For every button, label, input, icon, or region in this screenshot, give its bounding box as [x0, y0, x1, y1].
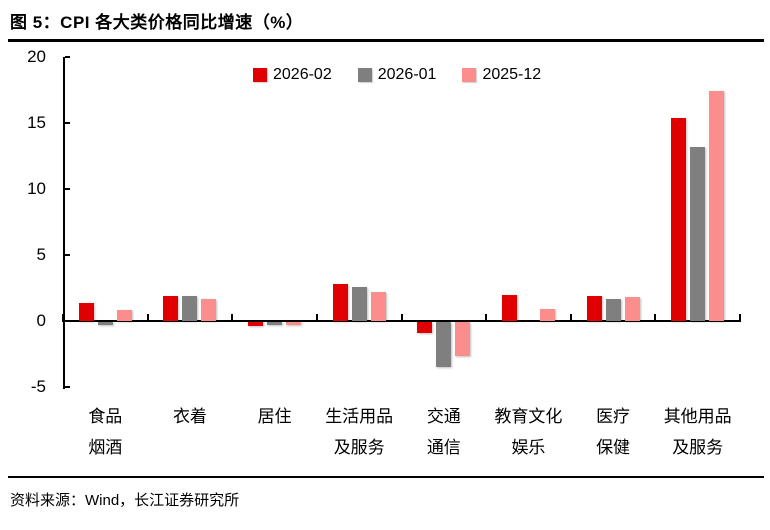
x-axis-label-line: 教育文化: [494, 407, 563, 426]
y-axis-tick-mark: [65, 188, 70, 190]
bar-2025-12-衣着: [201, 298, 217, 321]
x-axis-label-line: 保健: [596, 438, 631, 457]
category-tick-mark: [485, 314, 488, 322]
x-axis-label-line: 医疗: [596, 407, 631, 426]
legend-label: 2026-01: [377, 66, 437, 83]
footer-divider: [8, 476, 764, 478]
y-axis-tick-label: 0: [36, 311, 46, 330]
y-axis-tick-label: 20: [27, 47, 46, 66]
data-source-note: 资料来源：Wind，长江证券研究所: [10, 492, 240, 509]
bar-2025-12-交通通信: [455, 322, 471, 357]
category-tick-mark: [654, 314, 657, 322]
bar-2025-12-教育文化娱乐: [539, 309, 555, 321]
bar-2025-12-食品烟酒: [116, 310, 132, 321]
bar-2025-12-其他用品及服务: [709, 91, 725, 321]
x-axis-label-line: 烟酒: [88, 438, 123, 457]
x-axis-label-line: 交通: [426, 407, 461, 426]
x-axis-category-label: 生活用品 及服务: [317, 401, 402, 463]
bar-2026-01-衣着: [182, 295, 198, 321]
y-axis-tick-label: -5: [30, 377, 46, 396]
legend-item-2025-12: 2025-12: [462, 66, 541, 84]
bar-2026-02-食品烟酒: [78, 302, 94, 321]
chart-legend: 2026-02 2026-01 2025-12: [253, 66, 541, 84]
x-axis-category-label: 居住: [232, 401, 317, 432]
y-axis-tick-label: 10: [27, 179, 46, 198]
x-axis-label-line: 及服务: [333, 438, 385, 457]
y-axis-tick-mark: [65, 254, 70, 256]
x-axis-category-label: 教育文化 娱乐: [486, 401, 571, 463]
legend-item-2026-01: 2026-01: [357, 66, 437, 84]
cpi-bar-chart: 2026-02 2026-01 2025-12 20 15 10 5 0 -5 食品烟酒 衣着 居住…: [27, 47, 741, 463]
x-axis-category-label: 其他用品 及服务: [655, 401, 740, 463]
x-axis-category-label: 交通 通信: [402, 401, 487, 463]
legend-swatch-icon: [462, 68, 477, 82]
category-tick-mark: [315, 314, 318, 322]
y-axis-line: [63, 57, 65, 389]
bar-2026-02-医疗保健: [586, 295, 602, 321]
y-axis-tick-label: 15: [27, 113, 46, 132]
category-tick-mark: [400, 314, 403, 322]
bar-2026-02-教育文化娱乐: [501, 294, 517, 321]
bar-2026-02-交通通信: [417, 322, 433, 333]
bar-2026-02-生活用品及服务: [332, 284, 348, 321]
y-axis-tick-label: 5: [36, 245, 46, 264]
bar-2026-02-其他用品及服务: [671, 117, 687, 321]
legend-swatch-icon: [357, 68, 372, 82]
y-axis-tick-mark: [65, 56, 70, 58]
x-axis-category-label: 食品 烟酒: [63, 401, 148, 463]
x-axis-label-line: 生活用品: [325, 407, 394, 426]
bar-2026-01-食品烟酒: [97, 322, 113, 325]
category-tick-mark: [62, 314, 64, 322]
legend-label: 2025-12: [482, 66, 542, 83]
category-tick-mark: [146, 314, 149, 322]
category-tick-mark: [739, 314, 741, 322]
x-axis-label-line: 食品: [88, 407, 123, 426]
x-axis-label-line: 其他用品: [663, 407, 732, 426]
x-axis-category-label: 衣着: [148, 401, 233, 432]
y-axis-tick-mark: [65, 386, 70, 388]
bar-2026-01-其他用品及服务: [690, 146, 706, 321]
x-axis-label-line: 居住: [257, 407, 292, 426]
bar-2025-12-生活用品及服务: [370, 291, 386, 321]
bar-2025-12-医疗保健: [624, 297, 640, 321]
bar-2026-01-医疗保健: [605, 298, 621, 321]
bar-2026-01-居住: [267, 322, 283, 325]
x-axis-label-line: 衣着: [172, 407, 207, 426]
bar-2026-02-居住: [248, 322, 264, 326]
x-axis-label-line: 通信: [426, 438, 461, 457]
title-divider: [8, 39, 764, 42]
bar-2026-01-交通通信: [436, 322, 452, 367]
category-tick-mark: [231, 314, 234, 322]
bar-2026-01-生活用品及服务: [351, 286, 367, 321]
x-axis-category-label: 医疗 保健: [571, 401, 656, 463]
x-axis-label-line: 及服务: [672, 438, 724, 457]
category-tick-mark: [569, 314, 572, 322]
x-axis-label-line: 娱乐: [511, 438, 546, 457]
y-axis-tick-mark: [65, 122, 70, 124]
bar-2025-12-居住: [286, 322, 302, 325]
legend-swatch-icon: [253, 68, 267, 82]
legend-item-2026-02: 2026-02: [253, 66, 332, 84]
figure-title: 图 5：CPI 各大类价格同比增速（%）: [10, 13, 304, 32]
bar-2026-02-衣着: [163, 295, 179, 321]
legend-label: 2026-02: [273, 66, 332, 83]
